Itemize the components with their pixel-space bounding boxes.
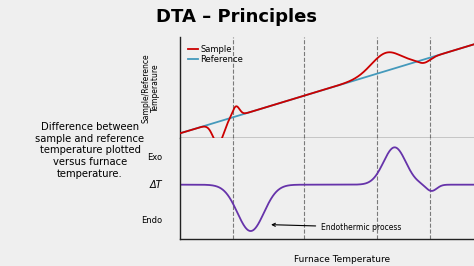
Text: Difference between
sample and reference
temperature plotted
versus furnace
tempe: Difference between sample and reference … xyxy=(36,122,145,179)
Text: Endothermic process: Endothermic process xyxy=(272,223,401,232)
Line: Reference: Reference xyxy=(180,44,474,133)
Reference xyxy=(312,91,318,94)
Sample xyxy=(463,45,468,48)
Text: ΔT: ΔT xyxy=(150,180,163,190)
Sample xyxy=(320,88,326,92)
Sample xyxy=(177,132,183,135)
Reference xyxy=(463,45,468,48)
Line: Sample: Sample xyxy=(180,44,474,144)
Sample xyxy=(192,127,198,130)
Reference xyxy=(320,88,326,92)
Sample xyxy=(312,91,318,94)
Reference xyxy=(471,43,474,46)
Reference xyxy=(409,62,414,65)
Reference xyxy=(177,132,183,135)
Sample xyxy=(471,43,474,46)
Sample xyxy=(463,45,468,48)
Text: Exo: Exo xyxy=(147,153,163,162)
Legend: Sample, Reference: Sample, Reference xyxy=(184,41,246,68)
Text: Endo: Endo xyxy=(141,215,163,225)
Sample xyxy=(215,142,221,146)
Reference xyxy=(463,45,468,48)
Text: Sample/Reference
Temperature: Sample/Reference Temperature xyxy=(141,53,160,123)
Text: DTA – Principles: DTA – Principles xyxy=(156,8,318,26)
Sample xyxy=(409,58,414,61)
Reference xyxy=(192,127,198,130)
Text: Furnace Temperature: Furnace Temperature xyxy=(294,255,390,264)
